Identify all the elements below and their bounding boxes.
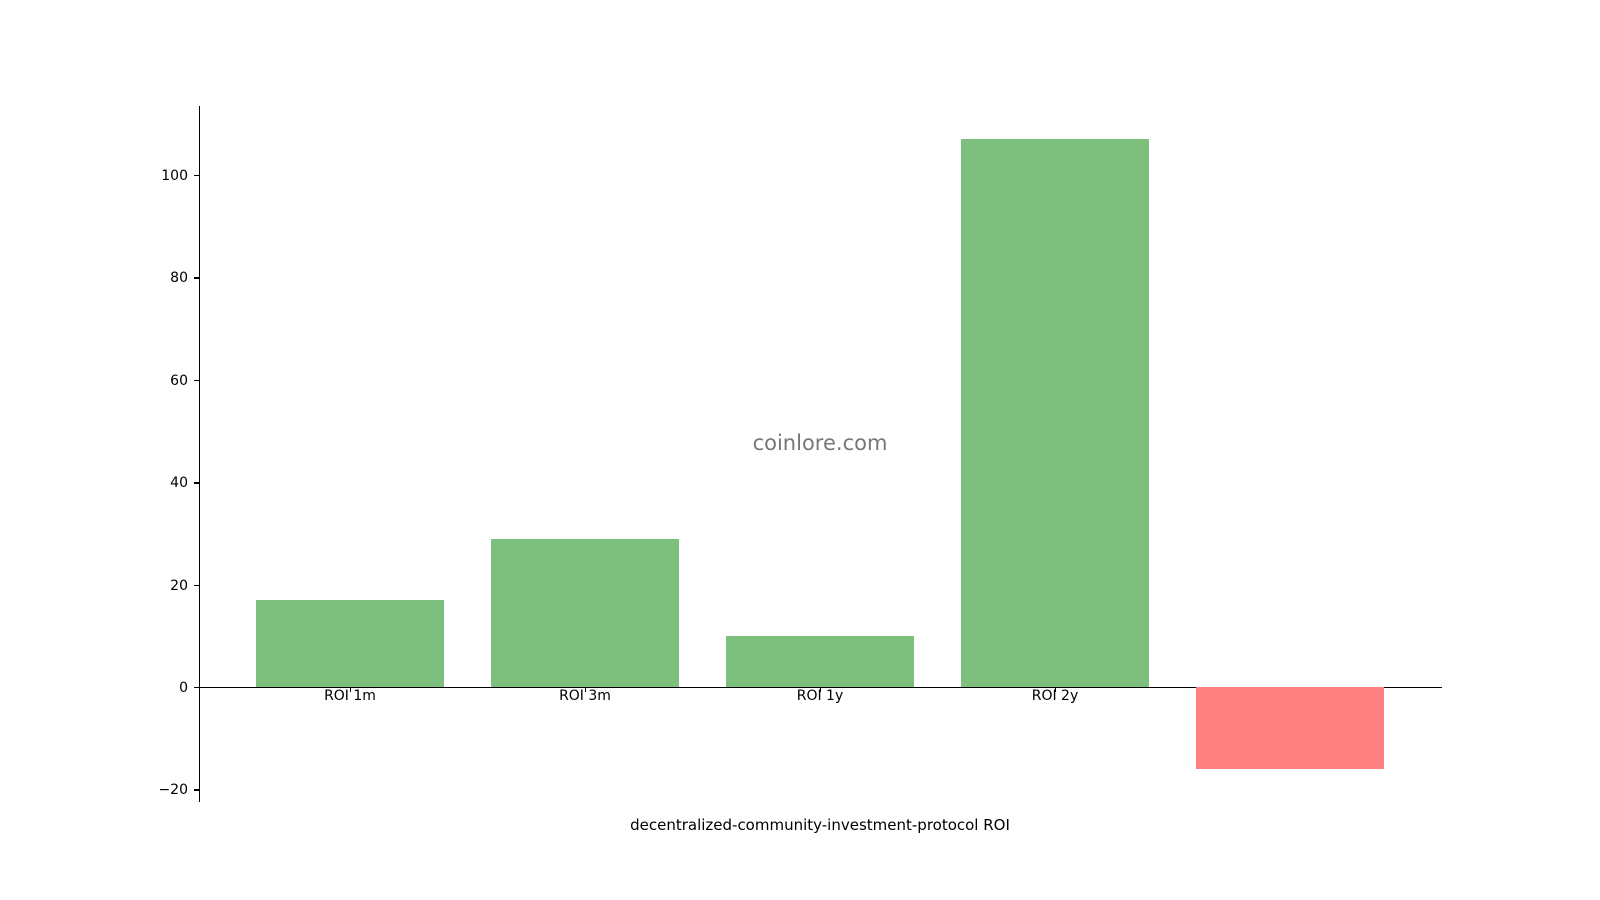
y-tick-label: −20 [158,782,188,799]
x-tick-label: ROI 1m [324,688,376,704]
y-tick [194,277,199,279]
x-tick [820,687,822,692]
x-tick [1055,687,1057,692]
y-tick-label: 100 [161,168,188,184]
y-tick [194,789,199,791]
y-tick-label: 40 [170,475,188,492]
y-tick-label: 60 [170,372,188,389]
y-tick [194,379,199,382]
x-tick-label: ROI 2y [1031,688,1079,704]
x-tick-label: ROI 1y [796,688,844,704]
y-tick-label: 20 [170,577,188,594]
y-tick [194,482,199,484]
bar-roi-1m [256,599,444,687]
chart-title: decentralized-community-investment-proto… [630,816,1010,834]
y-tick [194,584,199,586]
bar-roi-3m [491,538,679,687]
y-tick-label: 80 [170,270,188,287]
x-tick-label: ROI 3m [559,688,611,704]
bar-unlabeled-5 [1196,687,1384,769]
y-tick-label: 0 [179,680,188,696]
y-tick [194,687,199,689]
y-axis-spine [199,105,201,803]
watermark-text: coinlore.com [752,431,888,455]
x-tick [585,687,587,692]
bar-roi-1y [726,635,914,687]
x-tick [350,687,352,692]
y-tick [194,175,199,177]
bar-roi-2y [961,139,1149,687]
